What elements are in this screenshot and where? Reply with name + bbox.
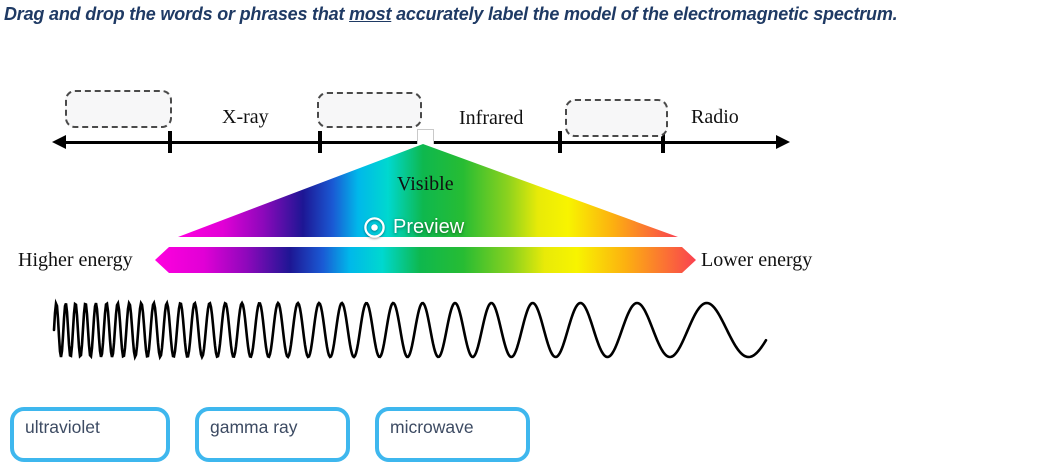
preview-button[interactable]: Preview — [363, 216, 464, 239]
axis-tick — [661, 131, 665, 153]
drop-zone-1[interactable] — [65, 90, 172, 128]
lower-energy-label: Lower energy — [701, 249, 813, 271]
drop-zone-2[interactable] — [317, 92, 422, 128]
higher-energy-label: Higher energy — [18, 249, 133, 271]
eye-icon — [364, 217, 385, 238]
word-chip-microwave[interactable]: microwave — [375, 407, 530, 462]
word-chip-gamma-ray[interactable]: gamma ray — [195, 407, 350, 462]
band-label-infrared: Infrared — [459, 107, 524, 129]
axis-arrow-right-icon — [776, 135, 790, 149]
energy-gradient-bar — [155, 247, 696, 273]
drop-zone-3[interactable] — [565, 99, 668, 137]
instruction-prefix: Drag and drop the words or phrases that — [4, 4, 350, 24]
preview-label: Preview — [393, 216, 465, 238]
axis-notch — [417, 129, 434, 144]
band-label-xray: X-ray — [222, 106, 269, 128]
axis-tick — [168, 131, 172, 153]
axis-tick — [318, 131, 322, 153]
axis-arrow-left-icon — [52, 135, 66, 149]
instruction-underlined-word: most — [349, 4, 392, 24]
wave-illustration — [52, 298, 768, 361]
instruction-suffix: accurately label the model of the electr… — [391, 4, 898, 24]
axis-tick — [558, 131, 562, 153]
visible-label: Visible — [397, 173, 454, 195]
band-label-radio: Radio — [691, 106, 739, 128]
instruction-text: Drag and drop the words or phrases that … — [4, 4, 1050, 25]
word-chip-ultraviolet[interactable]: ultraviolet — [10, 407, 170, 462]
